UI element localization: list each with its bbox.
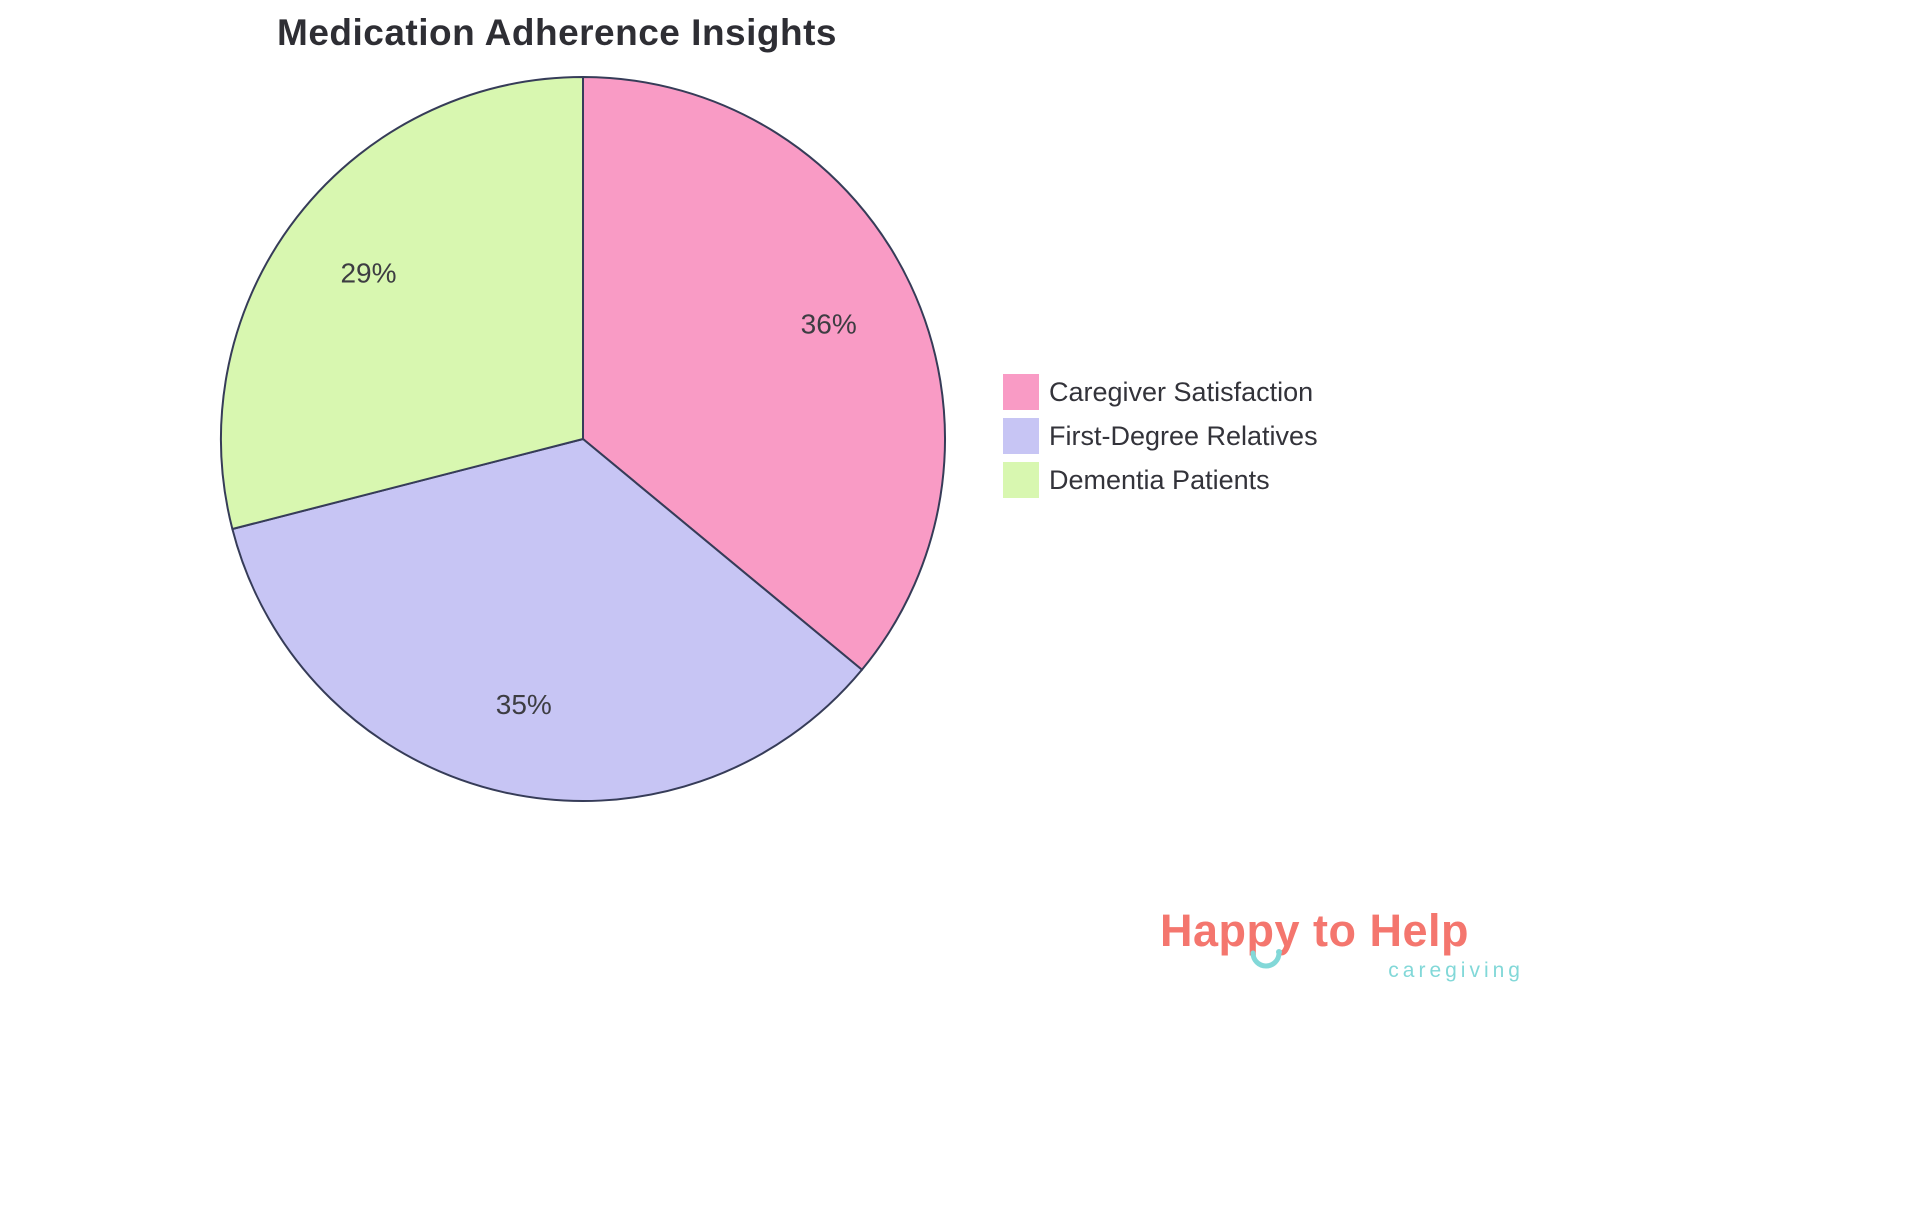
- pie-percent-label: 35%: [496, 689, 552, 720]
- pie-chart: 36% 35% 29%: [220, 76, 947, 802]
- pie-slice-caregiver-satisfaction: [582, 76, 947, 671]
- legend-item: Caregiver Satisfaction: [1003, 374, 1318, 410]
- legend-swatch: [1003, 374, 1039, 410]
- legend-item: Dementia Patients: [1003, 462, 1318, 498]
- logo-wordmark: Happy to Help: [1160, 905, 1524, 969]
- legend-swatch: [1003, 418, 1039, 454]
- legend-label: Caregiver Satisfaction: [1049, 376, 1314, 407]
- chart-legend: Caregiver Satisfaction First-Degree Rela…: [1003, 374, 1318, 506]
- pie-slice-first-degree-relatives: [231, 438, 863, 802]
- chart-title: Medication Adherence Insights: [277, 12, 837, 53]
- logo-subtext: caregiving: [1388, 959, 1524, 982]
- pie-percent-label: 29%: [340, 258, 396, 289]
- brand-logo: Happy to Help caregiving: [1160, 905, 1524, 983]
- logo-text: Happy to Help: [1160, 905, 1470, 956]
- legend-label: Dementia Patients: [1049, 464, 1270, 495]
- pie-percent-label: 36%: [801, 308, 857, 339]
- smile-icon: [1250, 949, 1282, 969]
- legend-swatch: [1003, 462, 1039, 498]
- legend-item: First-Degree Relatives: [1003, 418, 1318, 454]
- pie-slice-dementia-patients: [220, 76, 584, 531]
- legend-label: First-Degree Relatives: [1049, 420, 1318, 451]
